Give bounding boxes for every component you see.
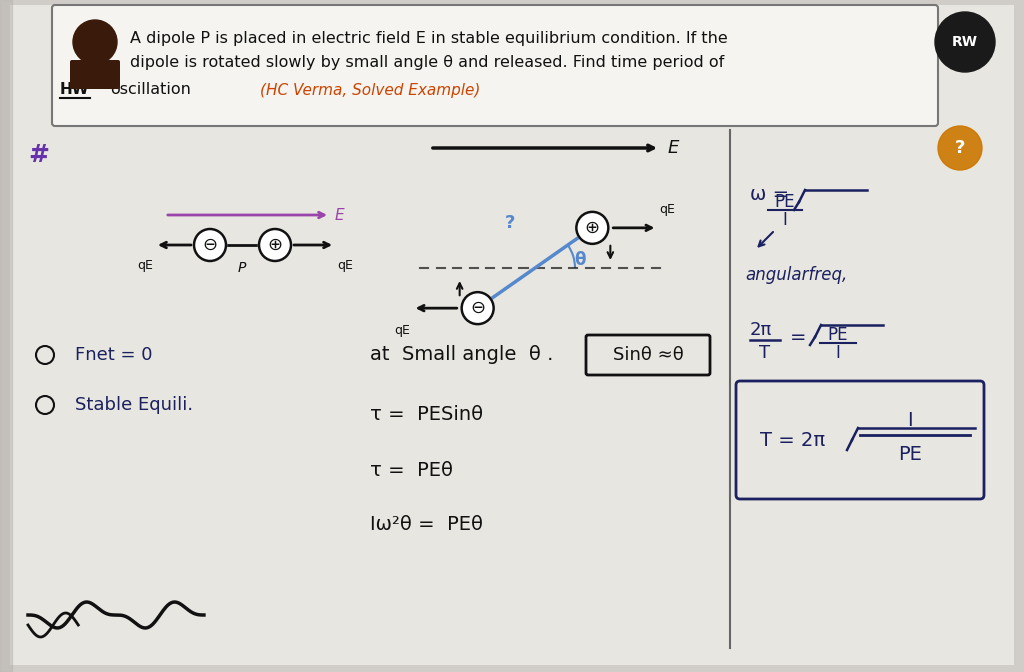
Text: ⊖: ⊖: [470, 299, 485, 317]
Text: qE: qE: [137, 259, 153, 271]
Text: qE: qE: [659, 204, 675, 216]
Text: Stable Equili.: Stable Equili.: [75, 396, 194, 414]
Text: qE: qE: [394, 324, 411, 337]
FancyBboxPatch shape: [736, 381, 984, 499]
FancyBboxPatch shape: [52, 5, 938, 126]
Text: PE: PE: [775, 193, 796, 211]
Circle shape: [935, 12, 995, 72]
Text: qE: qE: [337, 259, 353, 271]
Text: E: E: [335, 208, 345, 222]
Text: ?: ?: [954, 139, 966, 157]
Text: ⊕: ⊕: [267, 236, 283, 254]
Text: T: T: [760, 344, 771, 362]
Circle shape: [259, 229, 291, 261]
Text: I: I: [907, 411, 912, 429]
Circle shape: [73, 20, 117, 64]
Text: at  Small angle  θ .: at Small angle θ .: [370, 345, 553, 364]
Text: E: E: [668, 139, 679, 157]
FancyBboxPatch shape: [10, 5, 1014, 665]
FancyBboxPatch shape: [70, 60, 120, 89]
Text: PE: PE: [827, 326, 848, 344]
Text: ω =: ω =: [750, 185, 790, 204]
Text: A dipole P is placed in electric field E in stable equilibrium condition. If the: A dipole P is placed in electric field E…: [130, 30, 728, 46]
Circle shape: [462, 292, 494, 324]
Text: HW: HW: [60, 83, 90, 97]
Text: Fnet = 0: Fnet = 0: [75, 346, 153, 364]
Text: Sinθ ≈θ: Sinθ ≈θ: [612, 346, 683, 364]
Text: (HC Verma, Solved Example): (HC Verma, Solved Example): [260, 83, 480, 97]
Text: I: I: [782, 211, 787, 229]
Text: RW: RW: [952, 35, 978, 49]
Circle shape: [194, 229, 226, 261]
Text: #: #: [28, 143, 49, 167]
Text: τ =  PEθ: τ = PEθ: [370, 460, 453, 480]
Text: T = 2π: T = 2π: [760, 431, 825, 450]
Text: ⊖: ⊖: [203, 236, 217, 254]
Text: Iω²θ =  PEθ: Iω²θ = PEθ: [370, 515, 483, 534]
Text: τ =  PESinθ: τ = PESinθ: [370, 405, 483, 425]
Text: PE: PE: [898, 446, 922, 464]
Text: ?: ?: [505, 214, 515, 232]
FancyBboxPatch shape: [586, 335, 710, 375]
Circle shape: [938, 126, 982, 170]
Text: θ: θ: [574, 251, 586, 269]
Text: oscillation: oscillation: [110, 83, 190, 97]
Text: angularfreq,: angularfreq,: [745, 266, 847, 284]
Text: =: =: [790, 329, 807, 347]
Text: 2π: 2π: [750, 321, 772, 339]
Text: ⊕: ⊕: [585, 219, 600, 237]
Text: P: P: [238, 261, 246, 275]
Text: I: I: [836, 344, 841, 362]
Text: dipole is rotated slowly by small angle θ and released. Find time period of: dipole is rotated slowly by small angle …: [130, 54, 724, 69]
Circle shape: [577, 212, 608, 244]
